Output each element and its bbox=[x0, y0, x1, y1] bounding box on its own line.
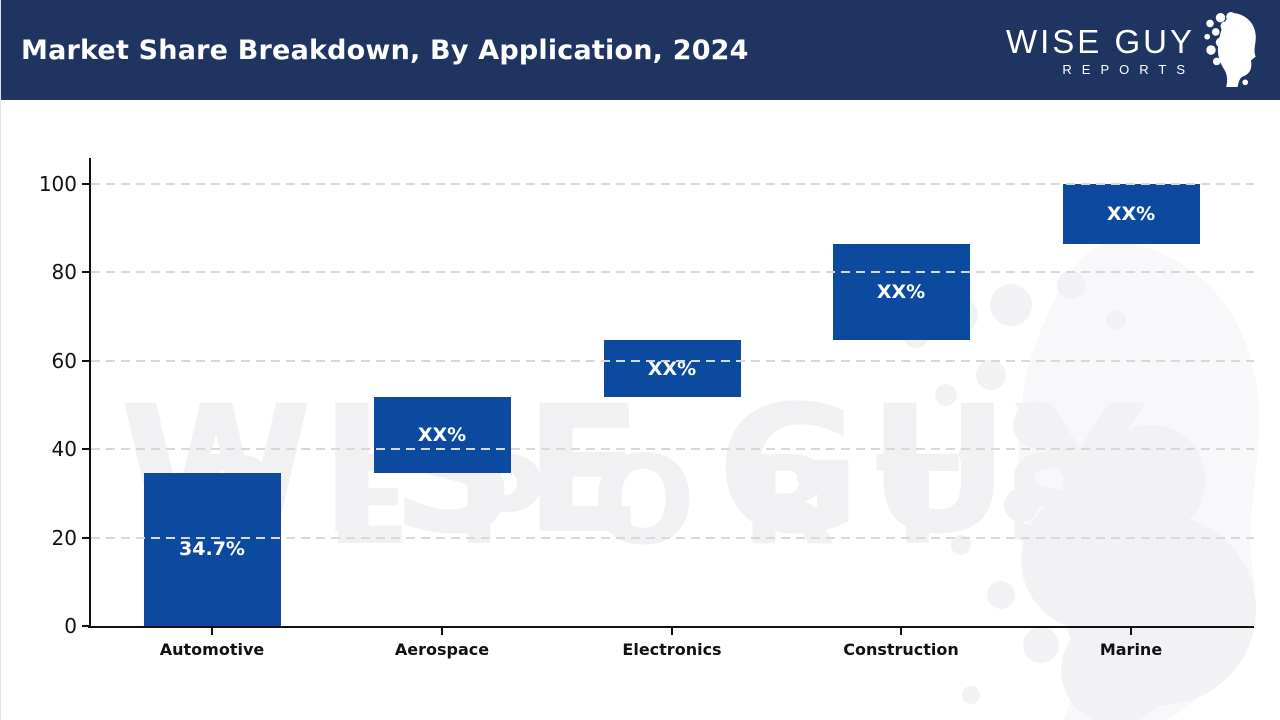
x-tick-label-construction: Construction bbox=[843, 640, 959, 659]
chart-area: WISE GUY REPORTS bbox=[1, 100, 1280, 720]
wiseguy-head-logo-icon bbox=[1204, 12, 1256, 88]
wiseguy-logo: WISE GUY REPORTS bbox=[1006, 12, 1259, 88]
y-axis-line bbox=[89, 158, 91, 628]
y-tick-label-80: 80 bbox=[51, 260, 77, 285]
bar-aerospace: XX% bbox=[373, 397, 511, 473]
x-tick-mark-4 bbox=[1130, 628, 1132, 635]
gridline-40 bbox=[91, 448, 1254, 451]
gridline-80 bbox=[91, 271, 1254, 274]
bar-electronics: XX% bbox=[603, 340, 741, 398]
y-tick-mark-60 bbox=[82, 359, 89, 362]
x-tick-mark-1 bbox=[441, 628, 443, 635]
gridline-20 bbox=[91, 536, 1254, 539]
bar-value-label: XX% bbox=[1106, 203, 1156, 226]
bar-construction: XX% bbox=[832, 244, 970, 341]
x-axis-line bbox=[88, 626, 1254, 628]
x-tick-label-electronics: Electronics bbox=[622, 640, 722, 659]
y-tick-label-0: 0 bbox=[64, 614, 77, 638]
bar-marine: XX% bbox=[1062, 184, 1200, 245]
y-tick-label-40: 40 bbox=[51, 437, 77, 462]
x-tick-mark-3 bbox=[900, 628, 902, 635]
watermark-brand-text: WISE GUY bbox=[119, 368, 1150, 573]
bar-automotive: 34.7% bbox=[143, 472, 281, 626]
y-tick-mark-20 bbox=[82, 536, 89, 539]
y-tick-mark-80 bbox=[82, 271, 89, 274]
page-title: Market Share Breakdown, By Application, … bbox=[21, 34, 749, 66]
y-tick-mark-0 bbox=[82, 625, 89, 627]
bar-value-label: 34.7% bbox=[179, 538, 245, 561]
bar-value-label: XX% bbox=[417, 423, 467, 446]
y-tick-label-20: 20 bbox=[51, 525, 77, 550]
watermark-brand-subtitle: REPORTS bbox=[187, 430, 1139, 572]
logo-brand-name: WISE GUY bbox=[1005, 22, 1195, 60]
logo-brand-subtitle: REPORTS bbox=[1062, 61, 1195, 77]
gridline-60 bbox=[91, 359, 1254, 362]
x-tick-label-marine: Marine bbox=[1099, 640, 1163, 659]
bar-value-label: XX% bbox=[876, 281, 926, 304]
y-tick-mark-100 bbox=[82, 183, 89, 185]
bar-value-label: XX% bbox=[647, 357, 697, 380]
x-tick-mark-0 bbox=[211, 628, 213, 635]
y-tick-label-60: 60 bbox=[51, 348, 77, 373]
y-tick-mark-40 bbox=[82, 448, 89, 451]
x-tick-label-aerospace: Aerospace bbox=[394, 640, 490, 659]
gridline-100 bbox=[91, 183, 1254, 185]
wiseguy-logo-text: WISE GUY REPORTS bbox=[1006, 25, 1195, 76]
header-bar: Market Share Breakdown, By Application, … bbox=[1, 0, 1280, 100]
x-tick-label-automotive: Automotive bbox=[159, 640, 265, 659]
y-tick-label-100: 100 bbox=[38, 172, 77, 196]
x-tick-mark-2 bbox=[671, 628, 673, 635]
